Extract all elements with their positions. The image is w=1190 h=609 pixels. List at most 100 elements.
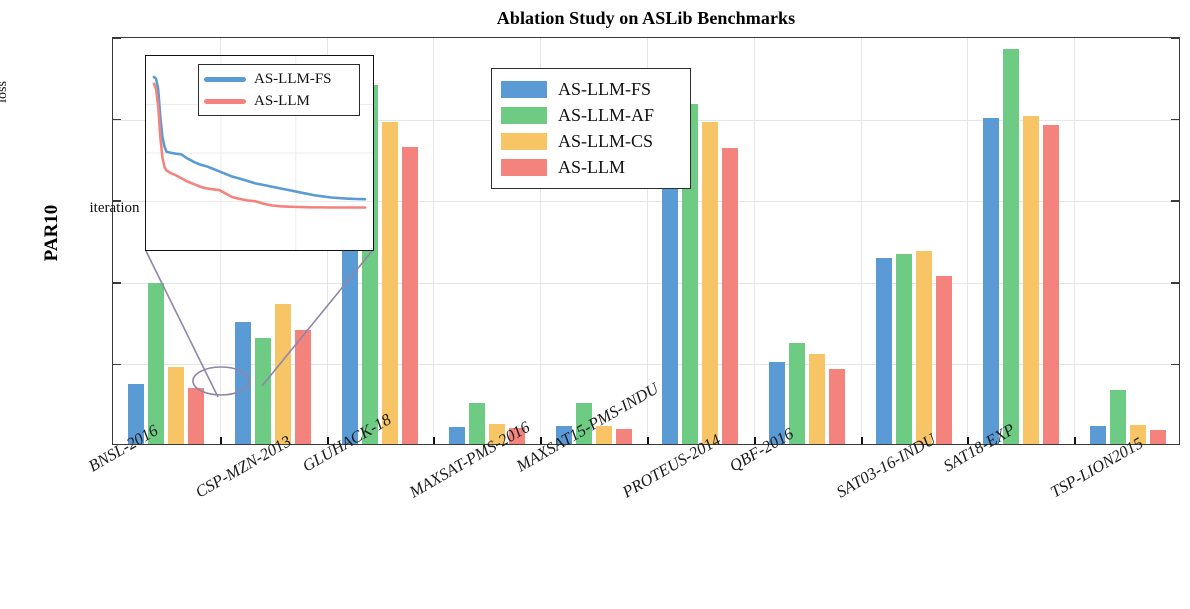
bar[interactable] [128,383,145,444]
legend-item-label: AS-LLM-FS [558,78,652,99]
legend-item[interactable]: AS-LLM-AF [501,102,681,128]
bar-group [876,38,952,444]
inset-x-axis-label: iteration [89,200,140,216]
bar[interactable] [876,258,892,444]
bar[interactable] [896,253,912,444]
x-tick-mark [754,437,756,444]
inset-line-series [152,75,367,201]
x-tick-mark [647,437,649,444]
chart-legend: AS-LLM-FS AS-LLM-AF AS-LLM-CS AS-LLM [491,68,691,189]
bar[interactable] [295,330,312,444]
inset-legend-item-label: AS-LLM [254,92,310,109]
bar[interactable] [575,402,592,444]
y-tick-mark [1171,363,1179,366]
legend-item-label: AS-LLM-AF [558,104,655,125]
bar[interactable] [255,338,272,444]
legend-item[interactable]: AS-LLM [501,154,681,180]
bar[interactable] [508,428,525,444]
inset-legend-item[interactable]: AS-LLM [204,90,354,112]
inset-line-series [152,82,367,209]
bar[interactable] [789,342,806,444]
bar-group [769,38,846,444]
bar-group [662,38,739,444]
x-tick-mark [433,437,435,444]
legend-item-label: AS-LLM [558,156,625,177]
bar[interactable] [488,423,505,444]
bar[interactable] [936,275,952,444]
bar[interactable] [1089,425,1106,444]
bar[interactable] [468,403,485,444]
bar[interactable] [916,251,932,444]
legend-item-label: AS-LLM-CS [558,130,654,151]
gridline-vertical [647,38,648,444]
inset-legend-item[interactable]: AS-LLM-FS [204,68,354,90]
y-tick-mark [113,38,121,39]
inset-legend-line-icon [204,98,246,104]
bar-group [555,38,632,444]
bar[interactable] [982,117,999,444]
y-tick-mark [1171,282,1179,284]
gridline-vertical [540,38,541,444]
x-tick-mark [861,437,863,444]
legend-item[interactable]: AS-LLM-FS [501,76,681,102]
x-tick-mark [540,437,542,444]
bar[interactable] [275,303,292,444]
bar[interactable] [1022,116,1039,444]
bar[interactable] [662,133,679,444]
bar[interactable] [809,353,826,444]
legend-swatch-icon [501,158,547,176]
bar[interactable] [188,387,205,444]
inset-legend-item-label: AS-LLM-FS [254,70,332,87]
gridline-vertical [754,38,755,444]
bar[interactable] [1109,389,1126,444]
y-tick-mark [113,118,121,121]
bar-group [982,38,1059,444]
gridline-horizontal [113,282,1179,284]
x-tick-mark [1074,437,1076,444]
x-tick-mark [327,437,329,444]
gridline-vertical [967,38,968,444]
inset-y-axis-label: loss [0,81,10,103]
bar[interactable] [722,147,739,444]
bar[interactable] [168,366,185,444]
bar[interactable] [829,368,846,444]
y-tick-mark [1171,38,1179,39]
bar[interactable] [1149,429,1166,444]
y-tick-mark [113,363,121,366]
bar[interactable] [615,428,632,444]
x-tick-mark [220,437,222,444]
x-axis-labels: BNSL-2016 CSP-MZN-2013 GLUHACK-18 MAXSAT-PM… [85,379,1180,609]
bar[interactable] [448,426,465,444]
page-title: Ablation Study on ASLib Benchmarks [496,8,796,28]
legend-swatch-icon [501,80,547,98]
bar[interactable] [1129,425,1146,444]
gridline-horizontal [113,201,1179,203]
bar[interactable] [595,426,612,444]
bar[interactable] [702,121,719,444]
y-tick-mark [113,282,121,284]
gridline-horizontal [113,364,1179,366]
bar[interactable] [682,104,699,444]
bar-group [1089,38,1166,444]
inset-chart: AS-LLM-FS AS-LLM [145,55,374,251]
inset-legend: AS-LLM-FS AS-LLM [198,64,360,116]
y-tick-mark [1171,118,1179,121]
legend-swatch-icon [501,106,547,124]
bar-group [448,38,525,444]
bar[interactable] [235,321,252,444]
bar[interactable] [1042,125,1059,444]
gridline-vertical [433,38,434,444]
bar[interactable] [402,147,418,444]
gridline-vertical [861,38,862,444]
bar[interactable] [1002,48,1019,444]
y-axis-label: PAR10 [41,204,62,262]
x-tick-mark [967,437,969,444]
bar[interactable] [555,425,572,444]
y-tick-mark [113,200,121,202]
legend-item[interactable]: AS-LLM-CS [501,128,681,154]
inset-legend-line-icon [204,76,246,82]
bar[interactable] [769,362,786,444]
bar[interactable] [382,121,398,444]
gridline-vertical [1074,38,1075,444]
